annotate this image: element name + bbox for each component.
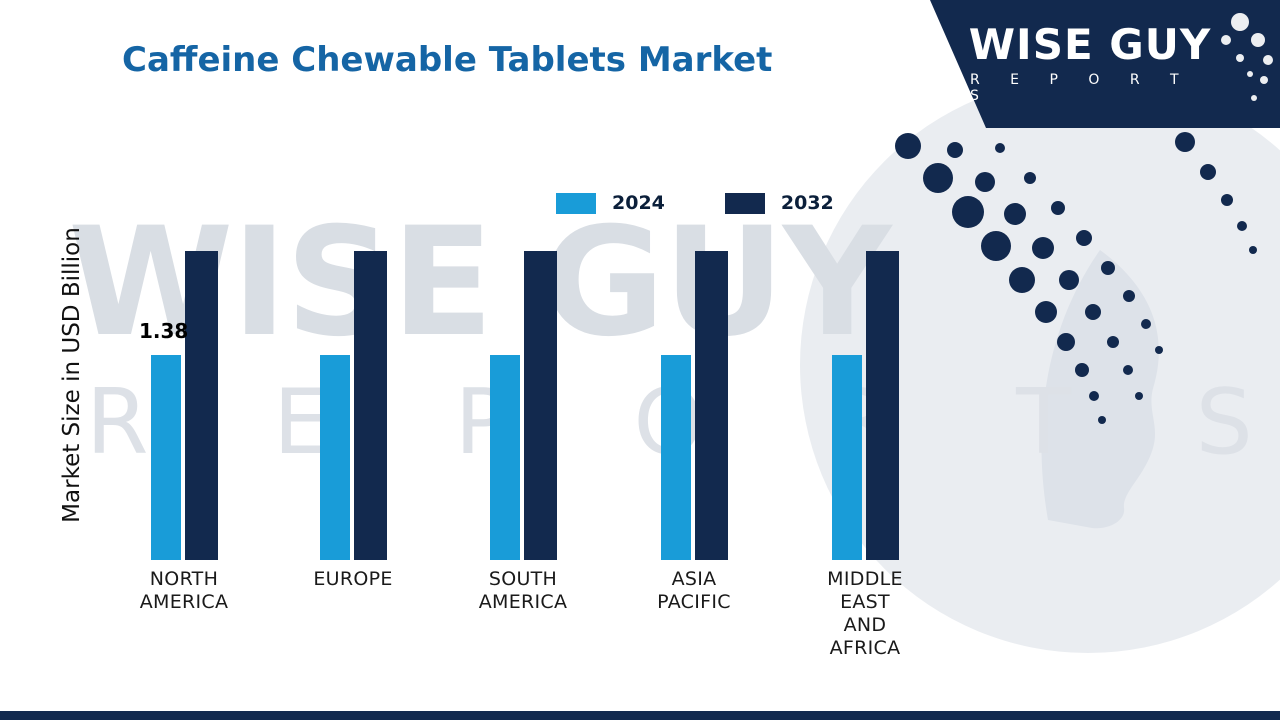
legend-swatch-2024 [556,192,596,214]
gray-circle-decoration [800,77,1280,653]
category-label: MIDDLE EAST AND AFRICA [827,568,903,659]
dotted-head-pattern [895,132,1257,424]
bar-2032 [185,251,218,560]
legend-swatch-2032 [724,192,765,214]
logo-wiseguy-text: WISE GUY [968,20,1212,69]
bar-2024 [320,355,350,560]
bar-2024 [151,355,181,560]
bar-2032 [354,251,387,560]
face-silhouette-decoration [1041,250,1159,529]
bar-2032 [695,251,728,560]
legend-label-2032: 2032 [780,192,834,214]
category-label: SOUTH AMERICA [478,568,568,613]
category-label: NORTH AMERICA [139,568,229,613]
legend-item-2024: 2024 [556,192,665,214]
category-label: ASIA PACIFIC [657,568,731,613]
bar-2032 [524,251,557,560]
chart-legend: 2024 2032 [556,192,894,214]
bar-2024 [661,355,691,560]
logo-reports-text: R E P O R T S [970,72,1192,104]
bar-2032 [866,251,899,560]
footer-strip [0,711,1280,720]
legend-label-2024: 2024 [612,192,665,214]
wiseguy-reports-logo: WISE GUY R E P O R T S [930,0,1280,128]
legend-item-2032: 2032 [724,192,834,214]
bar-2024 [490,355,520,560]
logo-dotted-head-icon [1221,13,1273,101]
bar-value-label: 1.38 [139,319,189,343]
category-label: EUROPE [313,568,393,590]
chart-title: Caffeine Chewable Tablets Market [122,40,773,80]
bar-2024 [832,355,862,560]
